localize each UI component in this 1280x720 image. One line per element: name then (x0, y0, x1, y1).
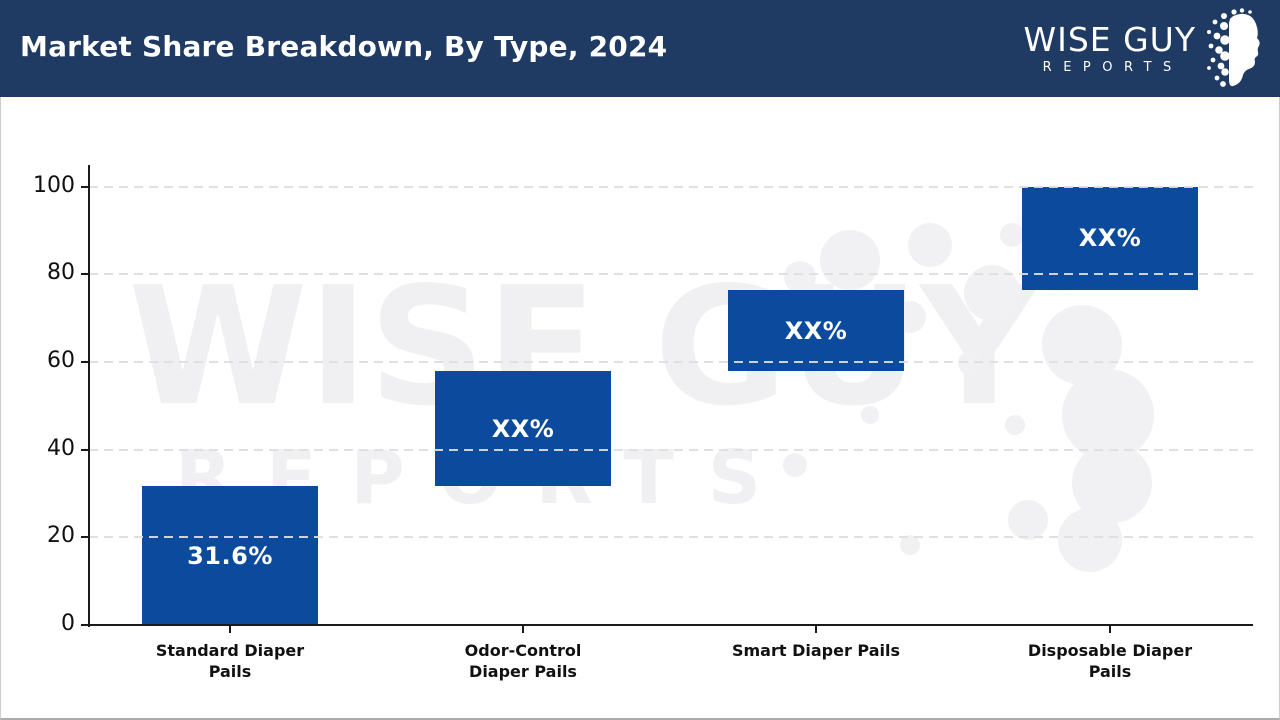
gridline-20 (89, 536, 1253, 539)
bar-value-label-1: 31.6% (187, 541, 273, 570)
x-tick-2 (522, 626, 524, 633)
y-axis (88, 165, 90, 627)
y-tick-100 (81, 185, 89, 188)
bar-value-label-3: XX% (784, 316, 848, 345)
y-tick-20 (81, 536, 89, 539)
bar-value-label-4: XX% (1078, 224, 1142, 253)
bar-3: XX% (728, 290, 904, 372)
y-tick-0 (81, 624, 89, 626)
page-title: Market Share Breakdown, By Type, 2024 (20, 30, 668, 63)
x-category-label-3: Smart Diaper Pails (731, 641, 900, 660)
y-tick-label-20: 20 (47, 523, 75, 549)
x-tick-3 (815, 626, 817, 633)
y-tick-label-60: 60 (47, 347, 75, 373)
logo-wordmark-line2: REPORTS (1042, 59, 1183, 75)
header: Market Share Breakdown, By Type, 2024 WI… (0, 0, 1280, 97)
wiseguy-logo: WISE GUY REPORTS (1023, 7, 1266, 91)
y-tick-label-100: 100 (33, 172, 75, 198)
y-tick-40 (81, 448, 89, 451)
y-tick-label-0: 0 (61, 611, 75, 636)
gridline-40 (89, 448, 1253, 451)
y-tick-80 (81, 273, 89, 276)
x-category-label-1: Standard Diaper Pails (155, 641, 305, 681)
x-tick-1 (229, 626, 231, 633)
gridline-100 (89, 185, 1253, 188)
y-tick-label-40: 40 (47, 435, 75, 461)
x-axis (88, 624, 1253, 626)
x-category-label-2: Odor-Control Diaper Pails (464, 641, 582, 681)
logo-wordmark-line1: WISE GUY (1023, 19, 1196, 59)
y-tick-label-80: 80 (47, 260, 75, 286)
logo-face-icon (1207, 7, 1260, 87)
gridline-60 (89, 360, 1253, 363)
bar-value-label-2: XX% (491, 414, 555, 443)
x-tick-4 (1109, 626, 1111, 633)
bar-1: 31.6% (142, 486, 318, 625)
logo-wordmark: WISE GUY REPORTS (1023, 19, 1196, 75)
bar-2: XX% (435, 371, 611, 487)
gridline-80 (89, 273, 1253, 276)
x-category-label-4: Disposable Diaper Pails (1027, 641, 1193, 681)
y-tick-60 (81, 360, 89, 363)
